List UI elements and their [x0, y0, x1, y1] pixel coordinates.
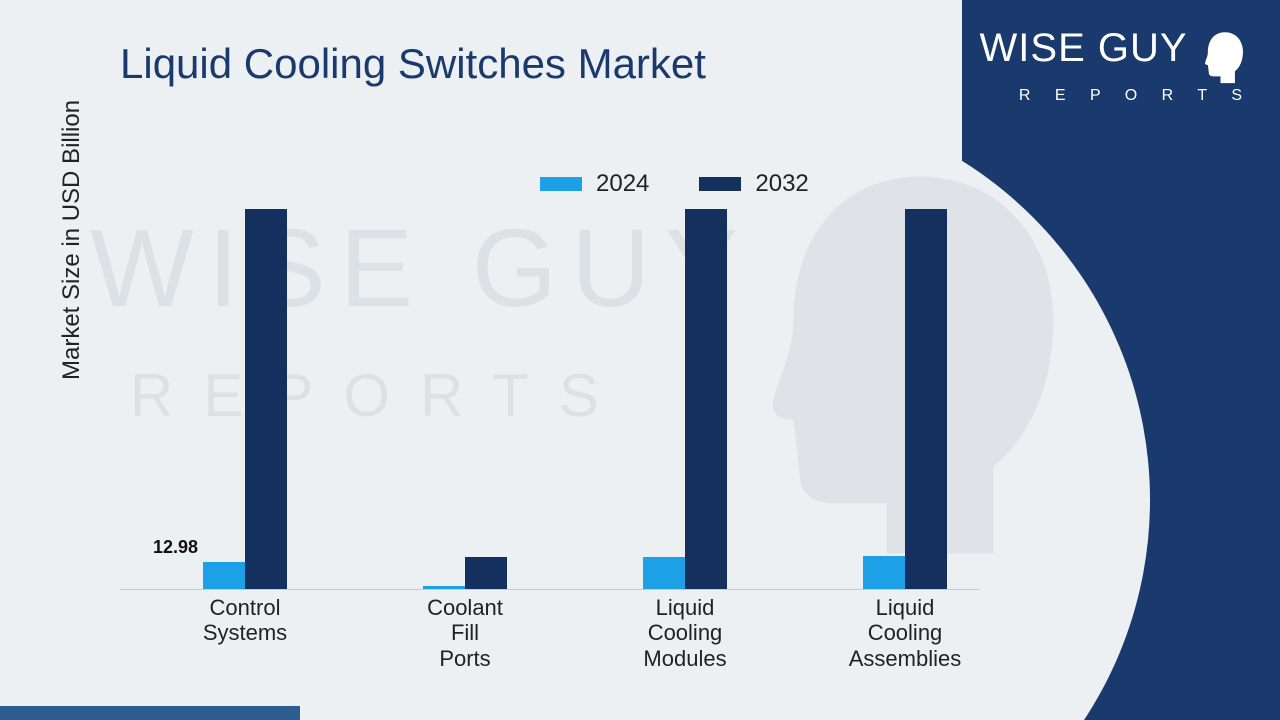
logo-head-icon: [1198, 30, 1252, 84]
legend-swatch-2024: [540, 177, 582, 191]
legend-item-2024: 2024: [540, 170, 649, 198]
legend: 2024 2032: [540, 170, 809, 198]
legend-label-2032: 2032: [755, 170, 808, 198]
bar-group: LiquidCoolingModules: [600, 209, 770, 589]
bar: [423, 586, 465, 589]
bar-group: ControlSystems: [160, 209, 330, 589]
bar: [643, 557, 685, 589]
y-axis-label: Market Size in USD Billion: [58, 100, 86, 380]
bar-value-label: 12.98: [153, 537, 198, 558]
bar-group: CoolantFillPorts: [380, 557, 550, 589]
bar-group: LiquidCoolingAssemblies: [820, 209, 990, 589]
legend-swatch-2032: [699, 177, 741, 191]
legend-item-2032: 2032: [699, 170, 808, 198]
x-axis-label: LiquidCoolingAssemblies: [825, 595, 985, 671]
bar: [203, 562, 245, 589]
bottom-accent-bar: [0, 706, 300, 720]
x-axis-label: LiquidCoolingModules: [605, 595, 765, 671]
bar: [465, 557, 507, 589]
bar: [685, 209, 727, 589]
bar: [245, 209, 287, 589]
logo-line2: R E P O R T S: [980, 88, 1252, 104]
x-axis-label: ControlSystems: [165, 595, 325, 646]
brand-logo: WISE GUY R E P O R T S: [980, 28, 1252, 104]
chart-title: Liquid Cooling Switches Market: [120, 40, 706, 88]
plot-area: ControlSystems CoolantFillPorts LiquidCool…: [120, 210, 980, 590]
logo-line1: WISE GUY: [980, 26, 1188, 70]
bar: [863, 556, 905, 589]
x-axis-label: CoolantFillPorts: [385, 595, 545, 671]
chart-area: ControlSystems CoolantFillPorts LiquidCool…: [120, 210, 980, 590]
legend-label-2024: 2024: [596, 170, 649, 198]
bar: [905, 209, 947, 589]
